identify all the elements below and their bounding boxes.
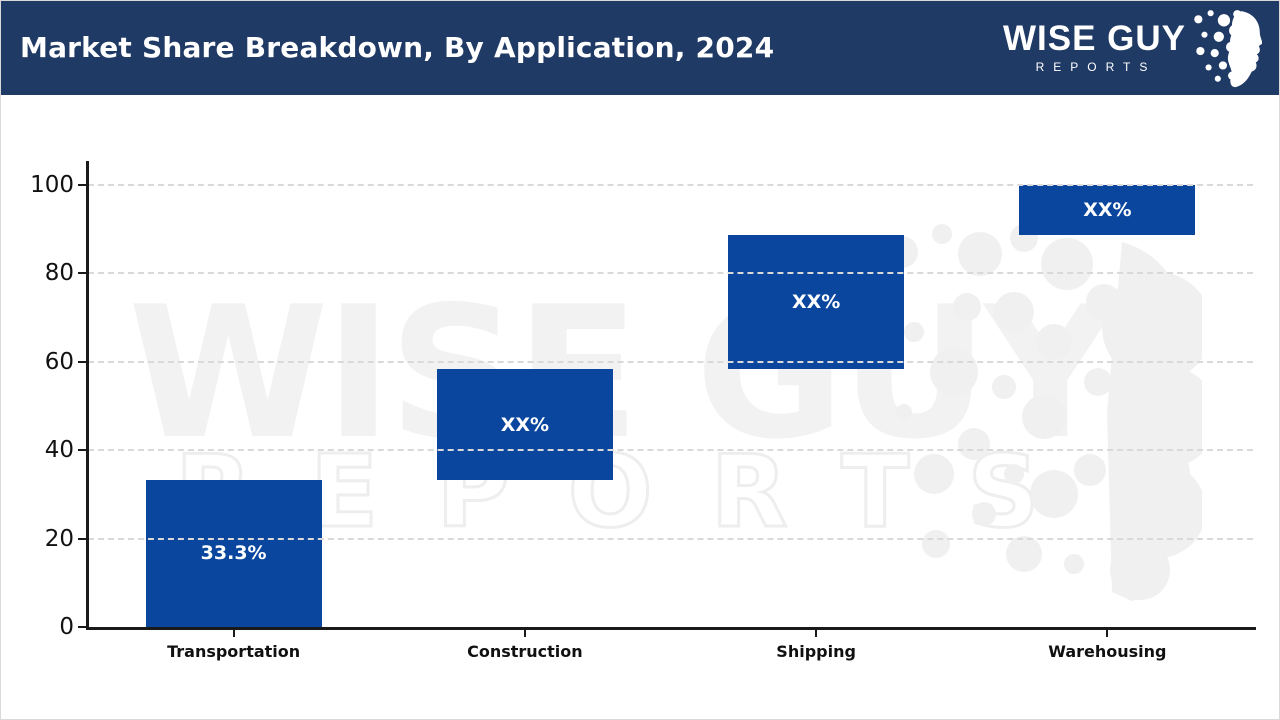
x-category-label: Warehousing bbox=[1048, 642, 1167, 661]
x-category-label: Transportation bbox=[167, 642, 301, 661]
logo-wordmark-line1: WISE GUY bbox=[1002, 18, 1186, 58]
y-tick-label: 100 bbox=[30, 172, 74, 198]
x-tick-mark bbox=[523, 630, 526, 637]
bar-warehousing bbox=[1019, 185, 1196, 235]
y-tick-mark bbox=[78, 449, 86, 452]
logo-wordmark-line2: REPORTS bbox=[1035, 60, 1157, 75]
y-tick-mark bbox=[78, 184, 86, 186]
page-title: Market Share Breakdown, By Application, … bbox=[20, 31, 775, 64]
y-tick-mark bbox=[78, 272, 86, 275]
bar-shipping bbox=[728, 234, 905, 370]
bar-value-label: 33.3% bbox=[200, 542, 267, 565]
y-tick-label: 40 bbox=[44, 437, 74, 464]
y-tick-label: 60 bbox=[44, 348, 74, 375]
watermark-face-icon bbox=[886, 224, 1202, 601]
gridline-100 bbox=[88, 184, 1253, 186]
y-tick-label: 20 bbox=[44, 525, 74, 552]
header-banner: Market Share Breakdown, By Application, … bbox=[0, 0, 1280, 95]
bar-value-label: XX% bbox=[791, 291, 841, 314]
gridline-40 bbox=[88, 449, 1253, 452]
y-axis-line bbox=[86, 161, 89, 630]
x-axis-line bbox=[86, 627, 1256, 630]
y-tick-label: 0 bbox=[59, 614, 74, 640]
x-tick-mark bbox=[815, 630, 818, 637]
bar-construction bbox=[436, 369, 613, 480]
x-tick-mark bbox=[232, 630, 235, 637]
bar-transportation bbox=[145, 479, 322, 627]
logo-wordmark: WISE GUY REPORTS bbox=[1002, 18, 1186, 75]
gridline-60 bbox=[88, 360, 1253, 363]
y-tick-mark bbox=[78, 626, 86, 628]
y-tick-mark bbox=[78, 537, 86, 540]
x-category-label: Construction bbox=[467, 642, 583, 661]
y-tick-mark bbox=[78, 360, 86, 363]
gridline-20 bbox=[88, 537, 1253, 540]
bar-value-label: XX% bbox=[500, 413, 550, 436]
bar-value-label: XX% bbox=[1083, 198, 1132, 221]
x-tick-mark bbox=[1106, 630, 1109, 637]
x-category-label: Shipping bbox=[776, 642, 856, 661]
gridline-80 bbox=[88, 272, 1253, 275]
y-tick-label: 80 bbox=[44, 260, 74, 287]
logo-face-icon bbox=[1194, 9, 1262, 87]
wise-guy-logo: WISE GUY REPORTS bbox=[1003, 7, 1262, 89]
